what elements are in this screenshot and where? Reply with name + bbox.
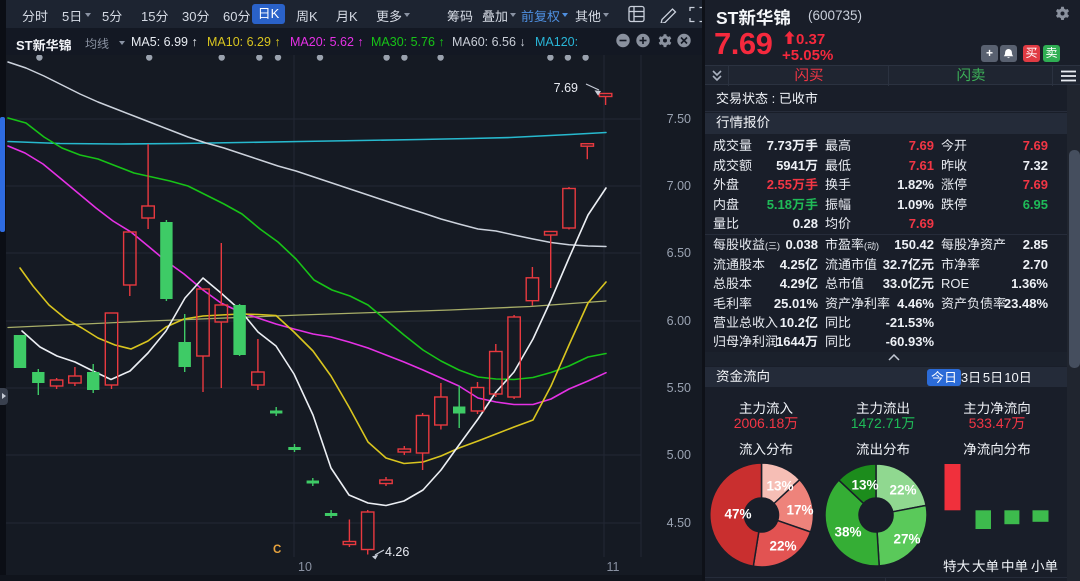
- svg-text:47%: 47%: [724, 507, 751, 522]
- svg-text:6.50: 6.50: [667, 246, 691, 260]
- svg-text:11: 11: [607, 560, 620, 574]
- svg-text:5.00: 5.00: [667, 448, 691, 462]
- svg-text:7.69: 7.69: [554, 81, 578, 95]
- svg-text:C: C: [273, 544, 281, 556]
- svg-text:27%: 27%: [893, 532, 920, 547]
- svg-text:5.50: 5.50: [667, 381, 691, 395]
- svg-text:4.26: 4.26: [385, 545, 409, 559]
- svg-text:13%: 13%: [851, 478, 878, 493]
- svg-text:22%: 22%: [889, 483, 916, 498]
- svg-text:13%: 13%: [766, 479, 793, 494]
- svg-text:38%: 38%: [834, 525, 861, 540]
- svg-text:22%: 22%: [769, 539, 796, 554]
- svg-text:4.50: 4.50: [667, 516, 691, 530]
- svg-text:6.00: 6.00: [667, 314, 691, 328]
- svg-text:7.50: 7.50: [667, 112, 691, 126]
- svg-text:7.00: 7.00: [667, 179, 691, 193]
- svg-text:10: 10: [298, 560, 312, 574]
- svg-text:17%: 17%: [786, 503, 813, 518]
